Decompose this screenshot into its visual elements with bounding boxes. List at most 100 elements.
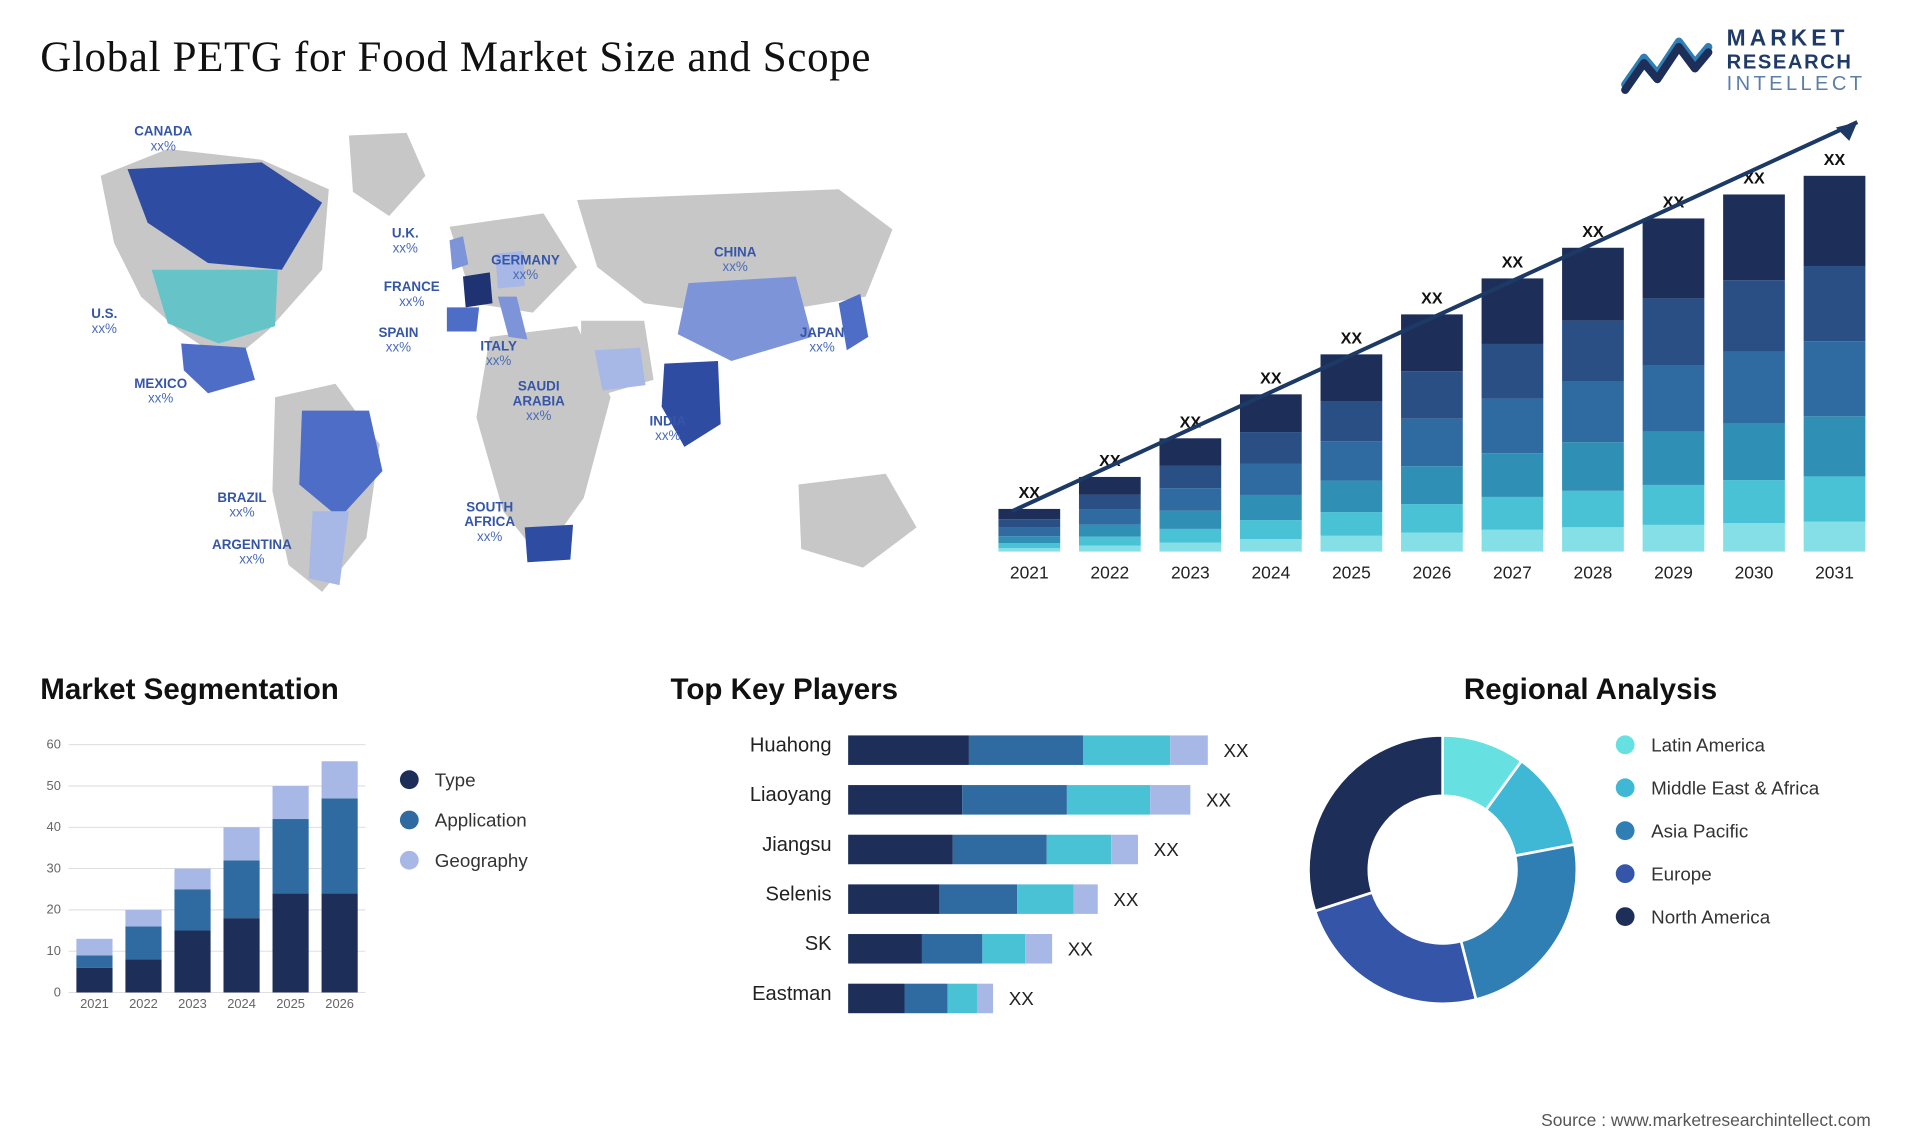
legend-label: Type <box>435 769 476 790</box>
legend-label: Asia Pacific <box>1651 820 1748 841</box>
svg-text:10: 10 <box>47 943 61 958</box>
legend-item: Type <box>400 769 528 790</box>
player-bar-row: XX <box>848 833 1249 865</box>
regional-donut <box>1302 729 1584 1011</box>
map-label: ARGENTINAxx% <box>212 538 292 568</box>
segmentation-chart: 0 10 20 30 40 50 60 2021 2022 2023 2024 2025 2026 <box>40 729 376 1024</box>
legend-dot <box>400 811 419 830</box>
player-bar-row: XX <box>848 883 1249 915</box>
svg-text:20: 20 <box>47 902 61 917</box>
svg-text:2024: 2024 <box>1251 562 1290 582</box>
svg-text:2024: 2024 <box>227 996 256 1011</box>
legend-label: Europe <box>1651 863 1712 884</box>
regional-legend: Latin America Middle East & Africa Asia Pa… <box>1616 734 1819 927</box>
map-label: BRAZILxx% <box>217 491 266 521</box>
legend-item: Latin America <box>1616 734 1819 755</box>
map-label: ITALYxx% <box>480 340 517 370</box>
legend-dot <box>1616 735 1635 754</box>
legend-label: Geography <box>435 849 528 870</box>
regional-title: Regional Analysis <box>1302 672 1879 707</box>
regional-panel: Regional Analysis Latin America Middle Ea… <box>1302 672 1879 1061</box>
player-bar-row: XX <box>848 982 1249 1014</box>
svg-text:2026: 2026 <box>1413 562 1452 582</box>
svg-text:2023: 2023 <box>178 996 207 1011</box>
svg-text:XX: XX <box>1502 254 1524 272</box>
map-label: CANADAxx% <box>134 125 192 155</box>
legend-dot <box>1616 907 1635 926</box>
svg-text:XX: XX <box>1421 290 1443 308</box>
svg-text:XX: XX <box>1824 151 1846 169</box>
brand-logo: MARKET RESEARCH INTELLECT <box>1619 27 1865 96</box>
svg-text:2023: 2023 <box>1171 562 1210 582</box>
map-label: GERMANYxx% <box>491 254 560 284</box>
svg-text:2022: 2022 <box>129 996 158 1011</box>
world-map: CANADAxx%U.S.xx%MEXICOxx%BRAZILxx%ARGENT… <box>40 95 966 632</box>
legend-item: Geography <box>400 849 528 870</box>
legend-item: Application <box>400 809 528 830</box>
legend-item: Europe <box>1616 863 1819 884</box>
legend-dot <box>400 770 419 789</box>
player-value: XX <box>1206 789 1231 810</box>
player-bar-row: XX <box>848 933 1249 965</box>
svg-text:60: 60 <box>47 737 61 752</box>
svg-text:30: 30 <box>47 860 61 875</box>
svg-text:2021: 2021 <box>80 996 109 1011</box>
logo-line-1: MARKET <box>1727 27 1866 52</box>
legend-label: Middle East & Africa <box>1651 777 1819 798</box>
legend-dot <box>1616 821 1635 840</box>
svg-text:2029: 2029 <box>1654 562 1693 582</box>
player-name: Jiangsu <box>671 833 832 865</box>
map-label: SOUTHAFRICAxx% <box>464 501 515 545</box>
growth-bar-chart: XXXXXXXXXXXXXXXXXXXXXX 20212022202320242… <box>993 95 1879 632</box>
segmentation-legend: Type Application Geography <box>400 769 528 1024</box>
legend-item: North America <box>1616 906 1819 927</box>
svg-text:0: 0 <box>54 984 61 999</box>
legend-label: Application <box>435 809 527 830</box>
svg-text:2022: 2022 <box>1090 562 1129 582</box>
player-bar-row: XX <box>848 734 1249 766</box>
legend-dot <box>1616 778 1635 797</box>
svg-text:XX: XX <box>1341 330 1363 348</box>
map-label: JAPANxx% <box>800 326 844 356</box>
map-label: SPAINxx% <box>378 326 418 356</box>
svg-text:2021: 2021 <box>1010 562 1049 582</box>
growth-bar-svg: XXXXXXXXXXXXXXXXXXXXXX 20212022202320242… <box>993 95 1879 605</box>
player-value: XX <box>1068 938 1093 959</box>
player-name: Liaoyang <box>671 784 832 816</box>
svg-text:2027: 2027 <box>1493 562 1532 582</box>
player-name: Eastman <box>671 982 832 1014</box>
player-value: XX <box>1113 888 1138 909</box>
player-name: Selenis <box>671 883 832 915</box>
svg-text:2028: 2028 <box>1574 562 1613 582</box>
svg-text:2030: 2030 <box>1735 562 1774 582</box>
legend-dot <box>1616 864 1635 883</box>
player-value: XX <box>1009 988 1034 1009</box>
svg-text:2031: 2031 <box>1815 562 1854 582</box>
logo-line-3: INTELLECT <box>1727 74 1866 96</box>
svg-text:2025: 2025 <box>276 996 305 1011</box>
svg-text:XX: XX <box>1260 370 1282 388</box>
players-chart: Huahong Liaoyang Jiangsu Selenis SK Eastman X… <box>671 729 1249 1015</box>
player-name: Huahong <box>671 734 832 766</box>
segmentation-panel: Market Segmentation 01020304050602021202… <box>40 672 617 1061</box>
svg-text:50: 50 <box>47 778 61 793</box>
legend-label: Latin America <box>1651 734 1765 755</box>
logo-icon <box>1619 28 1713 95</box>
legend-item: Middle East & Africa <box>1616 777 1819 798</box>
map-label: U.K.xx% <box>392 227 419 257</box>
legend-label: North America <box>1651 906 1770 927</box>
players-title: Top Key Players <box>671 672 1249 707</box>
legend-item: Asia Pacific <box>1616 820 1819 841</box>
player-value: XX <box>1154 839 1179 860</box>
player-name: SK <box>671 933 832 965</box>
map-label: U.S.xx% <box>91 307 117 337</box>
players-panel: Top Key Players Huahong Liaoyang Jiangsu Se… <box>671 672 1249 1061</box>
svg-text:2026: 2026 <box>325 996 354 1011</box>
source-attribution: Source : www.marketresearchintellect.com <box>1541 1110 1871 1130</box>
map-label: INDIAxx% <box>650 415 687 445</box>
map-label: CHINAxx% <box>714 246 757 276</box>
map-label: SAUDIARABIAxx% <box>513 380 565 424</box>
map-label: FRANCExx% <box>384 280 440 310</box>
player-bar-row: XX <box>848 784 1249 816</box>
svg-text:40: 40 <box>47 819 61 834</box>
